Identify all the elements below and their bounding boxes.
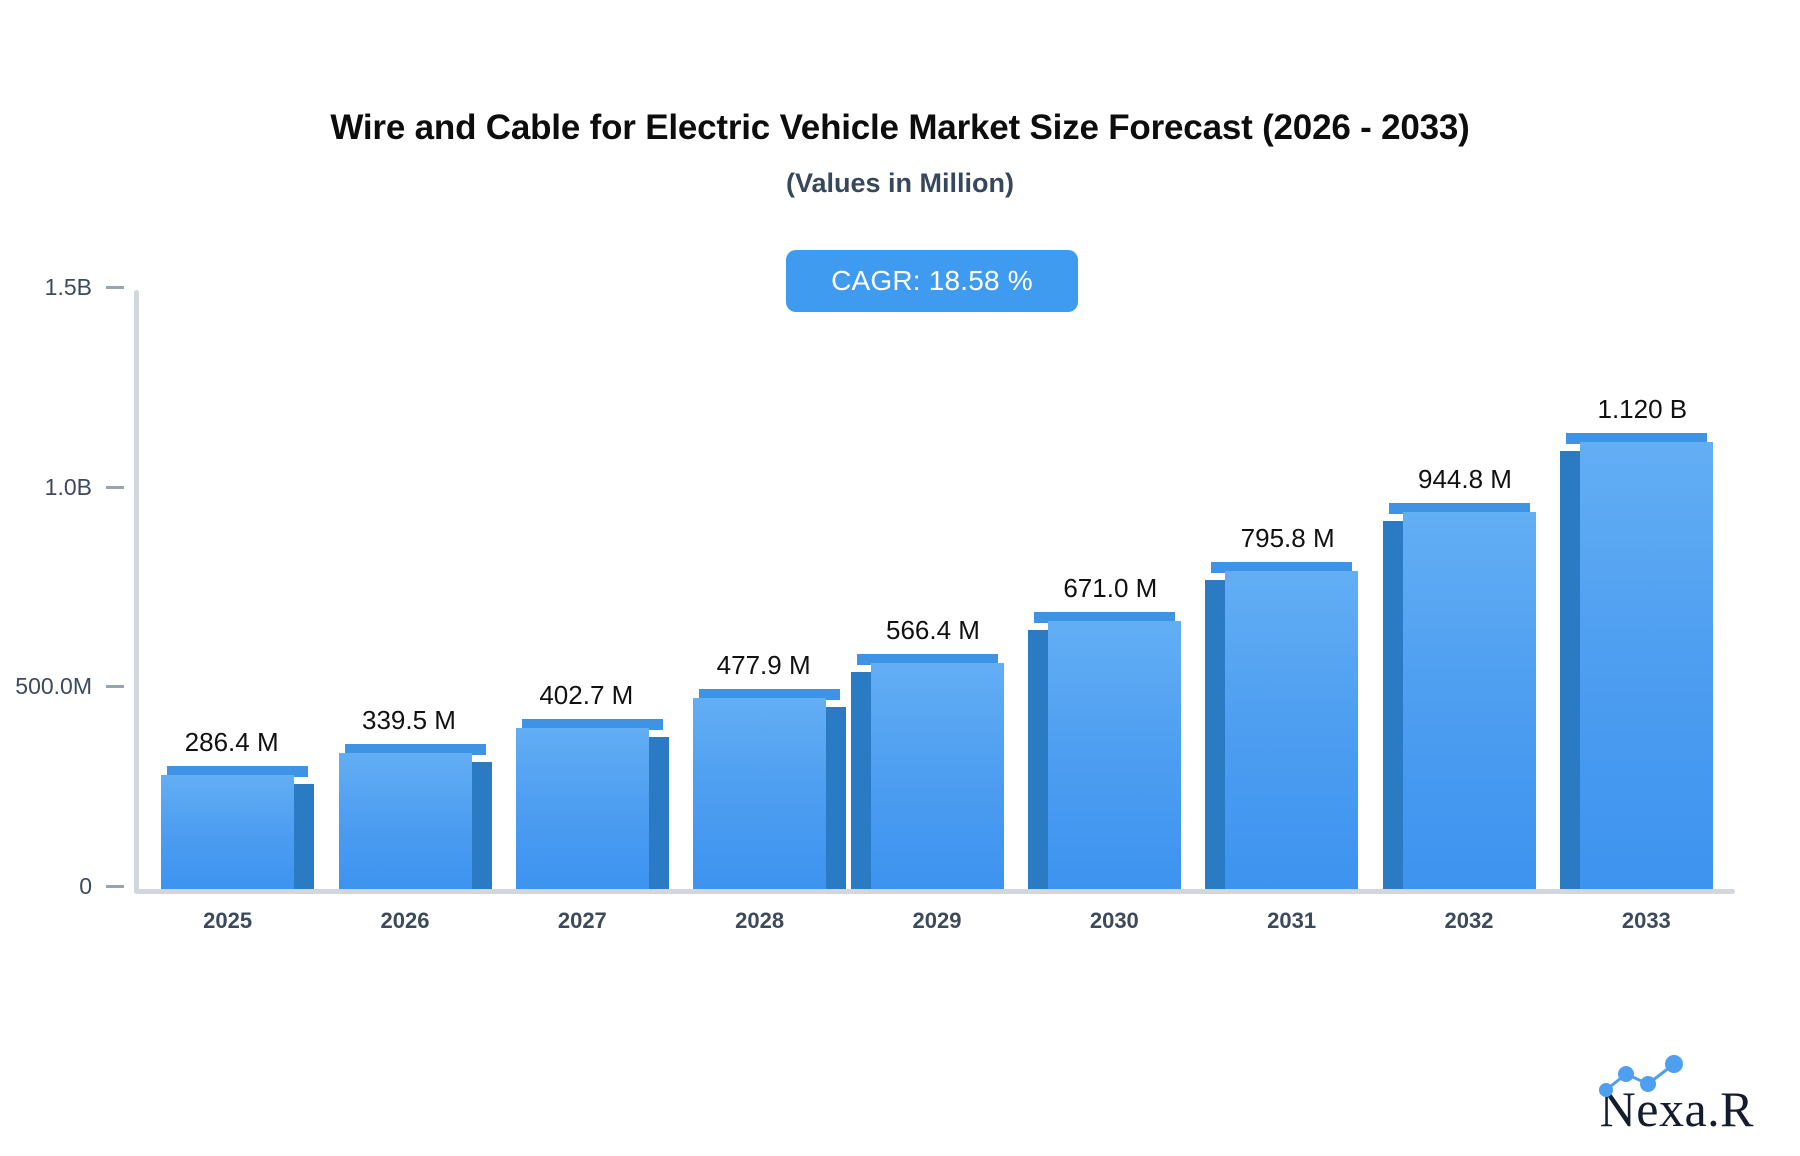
bar-front-face [338, 753, 472, 889]
bar[interactable] [1205, 562, 1359, 889]
bar[interactable] [1382, 502, 1536, 889]
y-axis-tick: 500.0M [0, 673, 124, 700]
bar-side-face [1027, 630, 1048, 889]
bar-side-face [648, 737, 669, 889]
cagr-badge: CAGR: 18.58 % [786, 250, 1078, 312]
page-subtitle: (Values in Million) [785, 168, 1015, 198]
bar-side-face [826, 707, 847, 889]
bar-front-face [515, 728, 649, 889]
bar-value-label: 671.0 M [1063, 573, 1158, 604]
bar-top-face [1211, 562, 1353, 574]
bar-top-face [167, 765, 309, 777]
page-title: Wire and Cable for Electric Vehicle Mark… [330, 108, 1470, 147]
bar[interactable] [850, 653, 1004, 889]
x-axis-tick-label: 2031 [1267, 908, 1317, 933]
bar[interactable] [693, 689, 847, 889]
bar-slot [1027, 290, 1181, 889]
bar-front-face [1225, 571, 1359, 889]
y-axis-tick-mark [106, 286, 124, 289]
y-axis-tick-mark [106, 685, 124, 689]
bar-slot [693, 290, 847, 889]
bar-side-face [471, 762, 492, 889]
bar-side-face [1205, 580, 1226, 889]
x-axis-tick-label: 2029 [912, 908, 962, 933]
x-axis-tick-label: 2027 [557, 908, 607, 933]
y-axis-tick-label: 1.0B [44, 473, 92, 500]
brand-logo: Nexa.R [1598, 1055, 1754, 1137]
bar-slot [1205, 290, 1359, 889]
bar-slot [850, 290, 1004, 889]
x-axis-tick-label: 2030 [1089, 908, 1139, 933]
bar-top-face [344, 744, 486, 756]
bar-slot [1382, 290, 1536, 889]
bar[interactable] [1027, 612, 1181, 889]
cagr-badge-label: CAGR: 18.58 % [831, 265, 1033, 296]
bar-side-face [1382, 520, 1403, 889]
bar-slot [161, 290, 315, 889]
bar-top-face [1033, 612, 1175, 624]
bar-front-face [161, 774, 295, 889]
bar-side-face [850, 671, 871, 889]
bar-top-face [1565, 432, 1707, 444]
bar-slot [338, 290, 492, 889]
bar-front-face [693, 698, 827, 889]
bar-value-label: 477.9 M [716, 650, 811, 681]
x-axis-line [134, 889, 1735, 894]
bar-front-face [1047, 621, 1181, 889]
bar[interactable] [338, 744, 492, 889]
bars-layer [139, 290, 1735, 889]
bar[interactable] [515, 719, 669, 889]
bar-side-face [1559, 450, 1580, 889]
x-axis-tick-label: 2028 [735, 908, 785, 933]
bar-value-label: 1.120 B [1597, 393, 1688, 424]
y-axis-line [134, 290, 139, 894]
network-dots-icon [1596, 1054, 1692, 1105]
bar-top-face [699, 689, 841, 701]
y-axis-tick-label: 500.0M [15, 673, 92, 700]
bar-top-face [856, 653, 998, 665]
y-axis-tick: 0 [0, 873, 124, 900]
bar-value-label: 944.8 M [1418, 463, 1512, 494]
y-axis-tick-label: 1.5B [44, 274, 92, 300]
bar-top-face [1388, 502, 1530, 514]
bar-value-label: 339.5 M [362, 705, 456, 736]
logo-text: Nexa.R [1599, 1081, 1754, 1137]
x-axis-tick-label: 2032 [1444, 908, 1494, 933]
bar-slot [515, 290, 669, 889]
x-axis-tick-label: 2026 [380, 908, 430, 933]
bar-value-label: 795.8 M [1240, 523, 1335, 554]
bar-top-face [521, 719, 663, 731]
bar[interactable] [1559, 432, 1713, 889]
bar-value-label: 286.4 M [184, 726, 279, 757]
bar-value-label: 566.4 M [886, 614, 980, 645]
bar-side-face [294, 783, 315, 889]
y-axis-tick-mark [106, 885, 124, 888]
y-axis-tick-mark [106, 485, 124, 489]
bar-front-face [1402, 511, 1536, 889]
y-axis-tick: 1.0B [0, 474, 124, 501]
y-axis-tick: 1.5B [0, 274, 124, 301]
x-axis-tick-label: 2033 [1621, 908, 1671, 933]
y-axis-tick-label: 0 [79, 873, 92, 899]
bar-front-face [870, 662, 1004, 889]
bar[interactable] [161, 765, 315, 889]
bar-slot [1559, 290, 1713, 889]
x-axis-tick-label: 2025 [203, 908, 253, 933]
bar-value-label: 402.7 M [539, 680, 634, 711]
bar-front-face [1579, 441, 1713, 889]
